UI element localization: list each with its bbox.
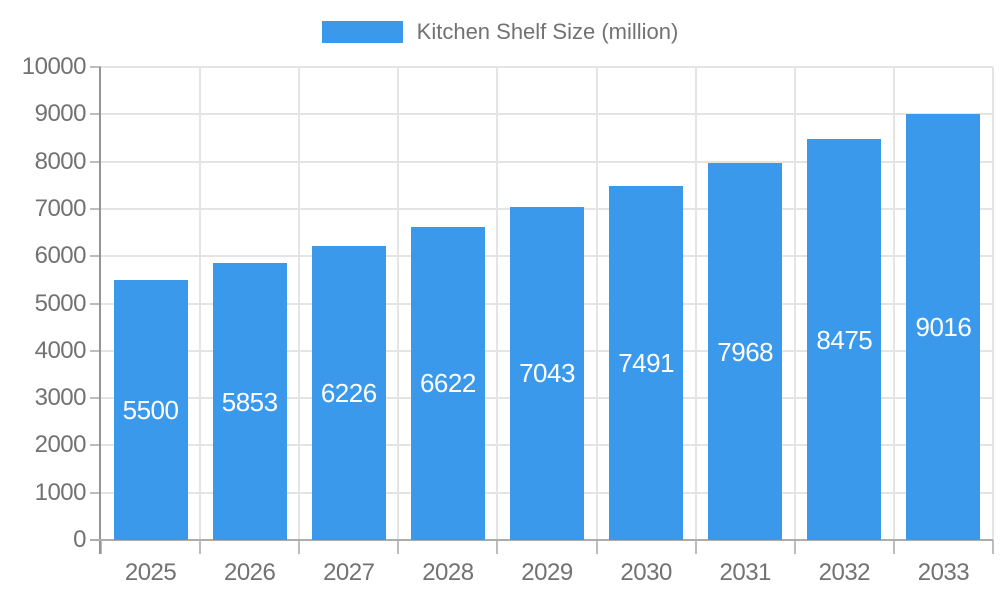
v-gridline <box>199 67 202 540</box>
y-tick-mark <box>90 302 101 305</box>
x-tick-mark <box>397 540 400 554</box>
y-axis-label: 7000 <box>34 194 87 222</box>
h-gridline <box>101 160 993 163</box>
v-gridline <box>694 67 697 540</box>
h-gridline <box>101 113 993 116</box>
y-tick-mark <box>90 397 101 400</box>
x-tick-mark <box>100 540 102 554</box>
x-axis-label: 2031 <box>719 559 772 586</box>
y-tick-mark <box>90 113 101 116</box>
y-axis-label: 8000 <box>34 147 87 175</box>
bar-2028[interactable] <box>410 226 485 540</box>
bar-2029[interactable] <box>510 206 584 540</box>
x-tick-mark <box>496 540 499 554</box>
bar-value-label: 7968 <box>717 336 774 367</box>
y-tick-mark <box>90 207 101 210</box>
x-axis-label: 2030 <box>620 559 672 586</box>
v-gridline <box>496 67 499 540</box>
x-axis-label: 2033 <box>917 559 970 586</box>
bar-2027[interactable] <box>311 245 386 540</box>
x-axis-label: 2032 <box>818 559 871 586</box>
bar-value-label: 7491 <box>618 347 675 378</box>
x-axis-label: 2027 <box>323 559 375 586</box>
v-gridline <box>397 67 400 540</box>
bar-value-label: 9016 <box>915 311 972 342</box>
bar-value-label: 6226 <box>320 377 377 408</box>
y-tick-mark <box>90 491 101 494</box>
y-tick-mark <box>90 349 101 352</box>
y-axis-line <box>99 67 101 554</box>
y-tick-mark <box>90 160 101 163</box>
y-axis-label: 9000 <box>34 100 87 128</box>
x-tick-mark <box>298 540 301 554</box>
x-tick-mark <box>694 540 697 554</box>
y-axis-label: 5000 <box>34 289 87 317</box>
x-axis-label: 2028 <box>422 559 474 586</box>
v-gridline <box>298 67 301 540</box>
x-axis-label: 2025 <box>124 559 177 586</box>
x-axis-line <box>90 539 993 541</box>
x-tick-mark <box>892 540 895 554</box>
v-gridline <box>595 67 598 540</box>
h-gridline <box>101 66 993 68</box>
x-tick-mark <box>992 540 994 554</box>
bar-value-label: 7043 <box>519 358 575 389</box>
v-gridline <box>992 67 994 540</box>
bar-2030[interactable] <box>609 185 684 540</box>
bar-value-label: 5500 <box>122 394 179 425</box>
x-tick-mark <box>793 540 796 554</box>
y-axis-label: 2000 <box>34 431 87 459</box>
y-axis-label: 10000 <box>21 53 87 80</box>
bar-2031[interactable] <box>708 163 783 540</box>
bar-value-label: 8475 <box>816 324 873 355</box>
legend-label: Kitchen Shelf Size (million) <box>416 19 679 44</box>
x-axis-label: 2029 <box>521 559 573 586</box>
bar-2032[interactable] <box>807 139 882 540</box>
x-tick-mark <box>199 540 202 554</box>
y-tick-mark <box>90 444 101 447</box>
bar-2033[interactable] <box>906 113 981 540</box>
x-axis-label: 2026 <box>223 559 276 586</box>
bar-value-label: 5853 <box>221 386 278 417</box>
y-axis-label: 1000 <box>34 478 87 506</box>
bar-2025[interactable] <box>113 279 188 540</box>
x-tick-mark <box>595 540 598 554</box>
y-axis-label: 0 <box>73 526 86 553</box>
y-axis-label: 4000 <box>34 336 87 364</box>
y-tick-mark <box>90 255 101 258</box>
bar-2026[interactable] <box>212 263 287 540</box>
bar-value-label: 6622 <box>419 368 476 399</box>
legend-swatch-icon <box>321 21 403 43</box>
v-gridline <box>793 67 796 540</box>
v-gridline <box>892 67 895 540</box>
legend[interactable]: Kitchen Shelf Size (million) <box>0 19 1000 45</box>
y-axis-label: 6000 <box>34 242 87 270</box>
y-tick-mark <box>90 66 101 68</box>
y-axis-label: 3000 <box>34 384 87 412</box>
